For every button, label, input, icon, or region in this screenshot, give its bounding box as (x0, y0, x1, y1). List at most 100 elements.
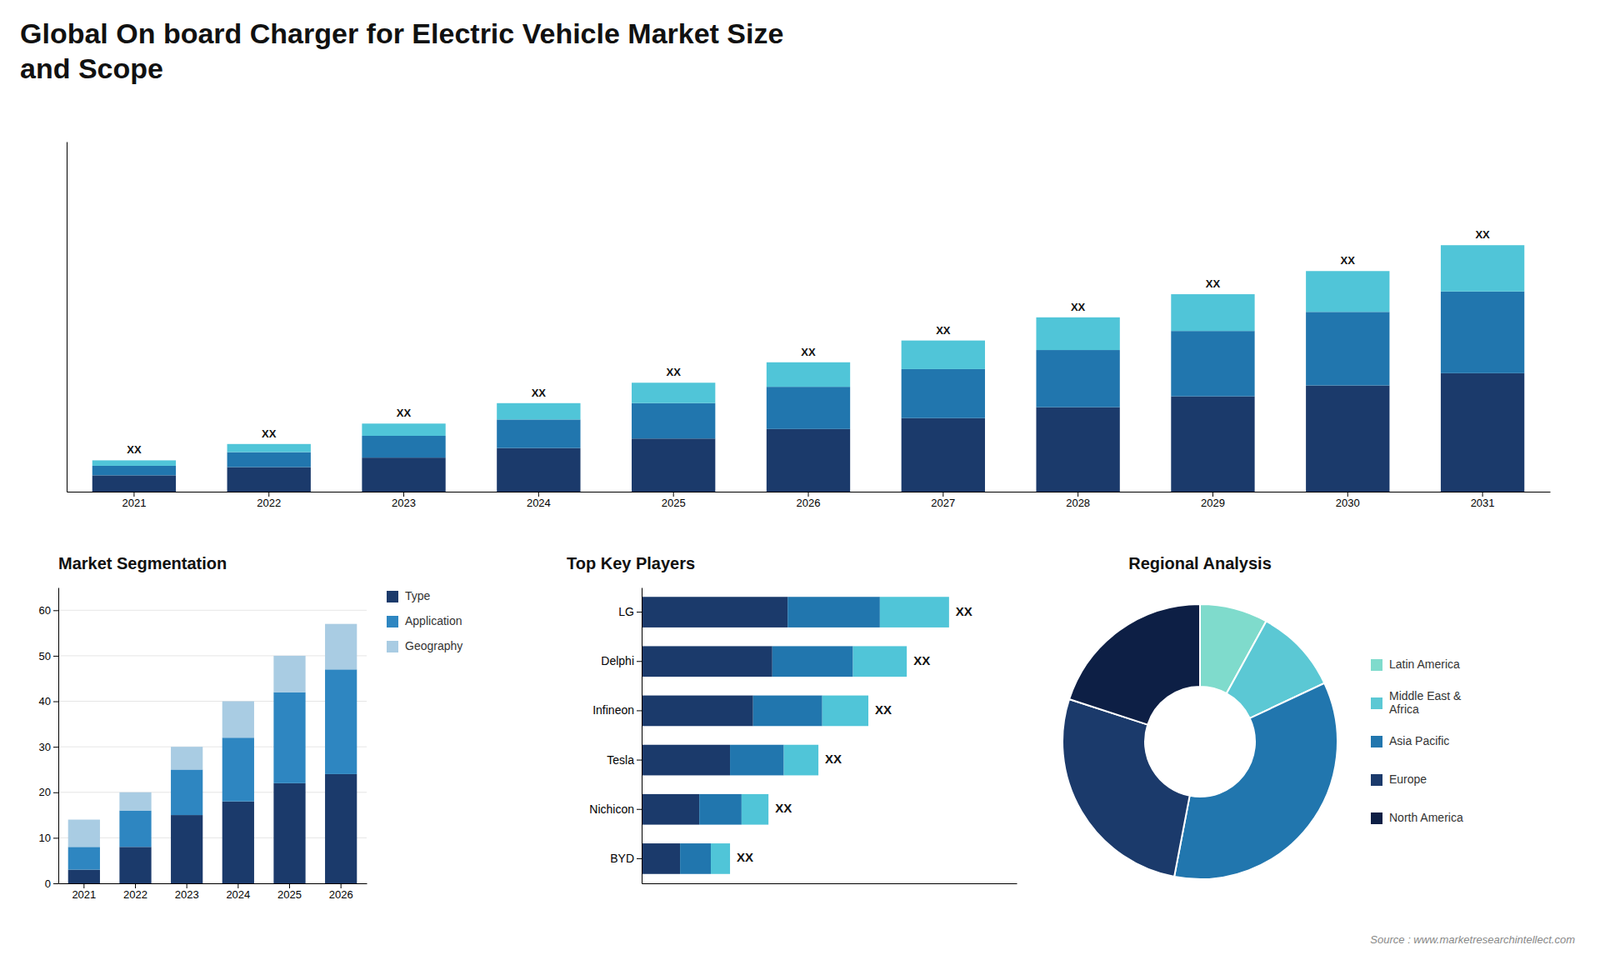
tick-mark (53, 792, 59, 794)
bar (772, 645, 854, 677)
tick-label: 2029 (1200, 496, 1225, 510)
tick-mark (186, 883, 188, 889)
bar (170, 769, 203, 815)
grid-line (58, 883, 367, 885)
tick: 2027 (930, 491, 955, 510)
bar (68, 870, 100, 884)
x-axis: 202120222023202420252026 (59, 883, 368, 901)
legend-swatch (1370, 812, 1383, 825)
bar (1035, 317, 1120, 350)
bar (641, 596, 788, 628)
tick-mark (636, 760, 642, 761)
data-label: XX (1070, 300, 1086, 314)
grid-line (58, 791, 367, 793)
tick: 2023 (391, 491, 416, 510)
bar (641, 843, 680, 875)
tick-mark (53, 883, 59, 885)
text-line: Latin America (1389, 657, 1460, 671)
bar (787, 596, 880, 628)
bar (496, 419, 580, 448)
source-note: Source : www.marketresearchintellect.com (1370, 933, 1575, 946)
tick: 2025 (661, 491, 686, 510)
bar (170, 815, 203, 884)
bar (1170, 294, 1255, 331)
legend-item: Geography (386, 639, 463, 653)
bar (273, 655, 305, 693)
legend-label: Type (405, 589, 431, 603)
bar (641, 794, 700, 825)
legend-label: Latin America (1389, 657, 1460, 671)
tick-mark (83, 883, 85, 889)
bar (227, 467, 311, 492)
chart-3: Regional Analysis Latin AmericaMiddle Eas… (1062, 554, 1464, 880)
slices (1062, 604, 1338, 880)
bar (631, 382, 715, 404)
legend-label: Geography (405, 639, 463, 653)
legend-swatch (1370, 735, 1383, 748)
axis-line (641, 588, 643, 885)
y-axis (66, 142, 68, 493)
tick-label: 2026 (796, 496, 821, 510)
tick-mark (53, 655, 59, 657)
x-axis: 2021202220232024202520262027202820292030… (67, 491, 1551, 510)
tick-label: Delphi (600, 654, 635, 668)
bar (227, 444, 311, 453)
bars (68, 624, 358, 884)
tick-mark (636, 858, 642, 860)
data-label: XX (1475, 228, 1490, 241)
tick-label: 2031 (1470, 496, 1495, 510)
chart-title: Market Segmentation (58, 554, 227, 573)
grid-line (58, 837, 367, 839)
tick: 50 (39, 650, 59, 663)
chart-title: Top Key Players (566, 554, 695, 573)
data-label: XX (126, 443, 142, 456)
legend-label: North America (1389, 810, 1464, 825)
tick-label: 2025 (661, 496, 686, 510)
bar (631, 403, 715, 439)
bar (1035, 350, 1120, 408)
data-label: XX (261, 427, 277, 440)
bar (361, 423, 445, 436)
bar (680, 843, 711, 875)
bar (222, 737, 255, 801)
tick-mark (133, 491, 135, 497)
data-label: XX (775, 800, 792, 815)
bar (1170, 330, 1255, 396)
slice (1069, 604, 1200, 725)
x-axis (642, 883, 1018, 885)
data-label: XX (1340, 254, 1356, 267)
bar (170, 746, 203, 770)
tick: Nichicon (589, 802, 642, 816)
tick-label: 2023 (391, 496, 416, 510)
bar (227, 452, 311, 468)
legend-item: Europe (1370, 772, 1427, 786)
tick-label: 2022 (256, 496, 281, 510)
legend-item: Asia Pacific (1370, 734, 1450, 748)
data-label: XX (913, 653, 930, 668)
legend: Latin AmericaMiddle East &AfricaAsia Pac… (1370, 657, 1464, 825)
bar (1305, 311, 1390, 385)
bar (119, 846, 151, 884)
bar (853, 645, 908, 677)
data-label: XX (666, 365, 682, 379)
chart-0: Global On board Charger for Electric Veh… (20, 17, 1551, 510)
tick-mark (53, 837, 59, 839)
text-line: North America (1389, 810, 1464, 825)
text-line: Global On board Charger for Electric Veh… (20, 17, 784, 50)
bar (222, 701, 255, 739)
tick: 2028 (1065, 491, 1090, 510)
bar (1305, 270, 1390, 312)
tick-mark (268, 491, 270, 497)
bar (880, 596, 950, 628)
legend-label: Europe (1389, 772, 1427, 786)
tick-mark (53, 746, 59, 748)
axis-line (59, 883, 368, 885)
tick-mark (636, 660, 642, 662)
chart-title: Regional Analysis (1128, 554, 1272, 573)
tick: 2030 (1335, 491, 1360, 510)
tick: 20 (39, 785, 59, 799)
tick-mark (636, 611, 642, 613)
tick: 2029 (1200, 491, 1225, 510)
tick-mark (808, 491, 810, 497)
tick: Delphi (600, 654, 642, 668)
